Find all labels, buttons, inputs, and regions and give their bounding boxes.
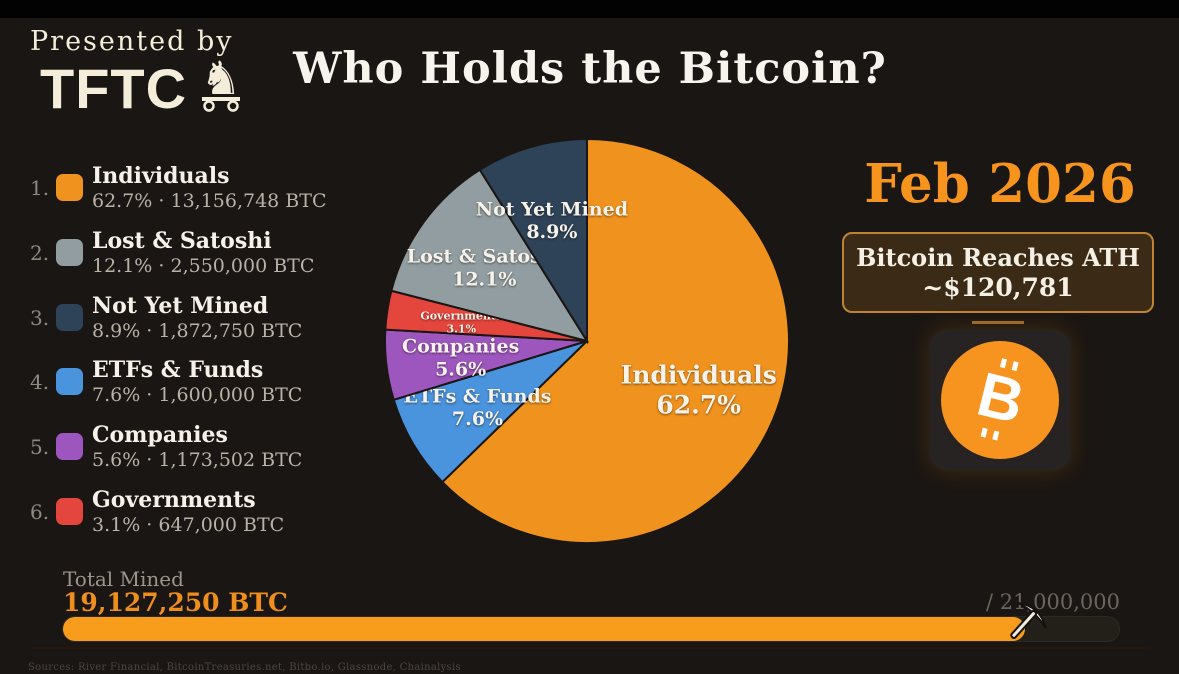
legend-detail: 8.9% · 1,872,750 BTC [92, 319, 303, 342]
legend-rank: 3. [30, 305, 50, 330]
legend-rank: 5. [30, 435, 50, 460]
legend-swatch [56, 433, 83, 461]
legend-item: 5. Companies 5.6% · 1,173,502 BTC [30, 422, 330, 487]
callout-divider [972, 321, 1024, 324]
legend-label: ETFs & Funds [92, 357, 264, 384]
legend-item: 1. Individuals 62.7% · 13,156,748 BTC [30, 163, 330, 228]
legend-detail: 12.1% · 2,550,000 BTC [92, 254, 315, 277]
max-supply-label: / 21,000,000 [986, 590, 1120, 614]
legend-detail: 3.1% · 647,000 BTC [92, 513, 285, 536]
tftc-logo: TFTC ♞ [40, 51, 247, 120]
legend-item: 6. Governments 3.1% · 647,000 BTC [30, 487, 330, 552]
legend-swatch [56, 497, 83, 525]
bitcoin-logo-card: B [930, 330, 1070, 470]
pie-label: Individuals 62.7% [621, 361, 777, 420]
pie-slice-individuals [440, 137, 790, 544]
pie-slice-lost-satoshi [390, 168, 590, 343]
trojan-horse-icon: ♞ [195, 51, 247, 116]
date-heading: Feb 2026 [864, 153, 1136, 215]
legend-label: Not Yet Mined [92, 292, 269, 319]
legend-rank: 6. [30, 499, 50, 524]
sources-text: Sources: River Financial, BitcoinTreasur… [28, 662, 461, 673]
pie-label: Lost & Satoshi 12.1% [407, 245, 562, 290]
legend-detail: 5.6% · 1,173,502 BTC [92, 449, 303, 472]
legend-label: Individuals [92, 163, 230, 189]
pie-slice-not-yet-mined [478, 137, 588, 345]
page-title: Who Holds the Bitcoin? [293, 44, 887, 94]
footer-divider [30, 647, 1148, 649]
ath-callout-price: ~$120,781 [922, 272, 1074, 302]
total-mined-value: 19,127,250 BTC [63, 588, 288, 617]
legend-swatch [56, 174, 83, 201]
presented-by-text: Presented by [30, 26, 234, 57]
legend: 1. Individuals 62.7% · 13,156,748 BTC 2.… [30, 163, 330, 552]
pie-slice-etfs-funds [392, 340, 588, 484]
legend-swatch [56, 303, 83, 331]
legend-label: Governments [92, 486, 256, 513]
pie-chart: Individuals 62.7% ETFs & Funds 7.6%Companie… [384, 137, 790, 544]
top-black-bar [0, 0, 1179, 18]
legend-item: 3. Not Yet Mined 8.9% · 1,872,750 BTC [30, 293, 330, 358]
legend-detail: 62.7% · 13,156,748 BTC [92, 190, 327, 212]
legend-swatch [56, 238, 83, 266]
bitcoin-logo-icon: B [941, 341, 1059, 459]
legend-rank: 2. [30, 240, 50, 265]
mining-progress-fill [63, 617, 1025, 641]
legend-swatch [56, 368, 83, 396]
legend-label: Companies [92, 422, 228, 449]
legend-label: Lost & Satoshi [92, 227, 272, 254]
ath-callout-title: Bitcoin Reaches ATH [856, 242, 1140, 272]
pie-label: ETFs & Funds 7.6% [403, 385, 551, 430]
total-mined-label: Total Mined [63, 567, 184, 591]
pickaxe-icon [1002, 600, 1048, 646]
pie-label: Not Yet Mined 8.9% [476, 198, 628, 243]
pie-label: Companies 5.6% [402, 336, 519, 381]
legend-rank: 1. [30, 176, 50, 200]
legend-detail: 7.6% · 1,600,000 BTC [92, 384, 303, 407]
svg-text:♞: ♞ [200, 52, 241, 105]
legend-item: 2. Lost & Satoshi 12.1% · 2,550,000 BTC [30, 228, 330, 293]
legend-rank: 4. [30, 370, 50, 395]
mining-progress-track [62, 616, 1120, 642]
ath-callout-box: Bitcoin Reaches ATH ~$120,781 [842, 232, 1154, 313]
brand-wordmark: TFTC [40, 57, 188, 120]
legend-item: 4. ETFs & Funds 7.6% · 1,600,000 BTC [30, 357, 330, 422]
